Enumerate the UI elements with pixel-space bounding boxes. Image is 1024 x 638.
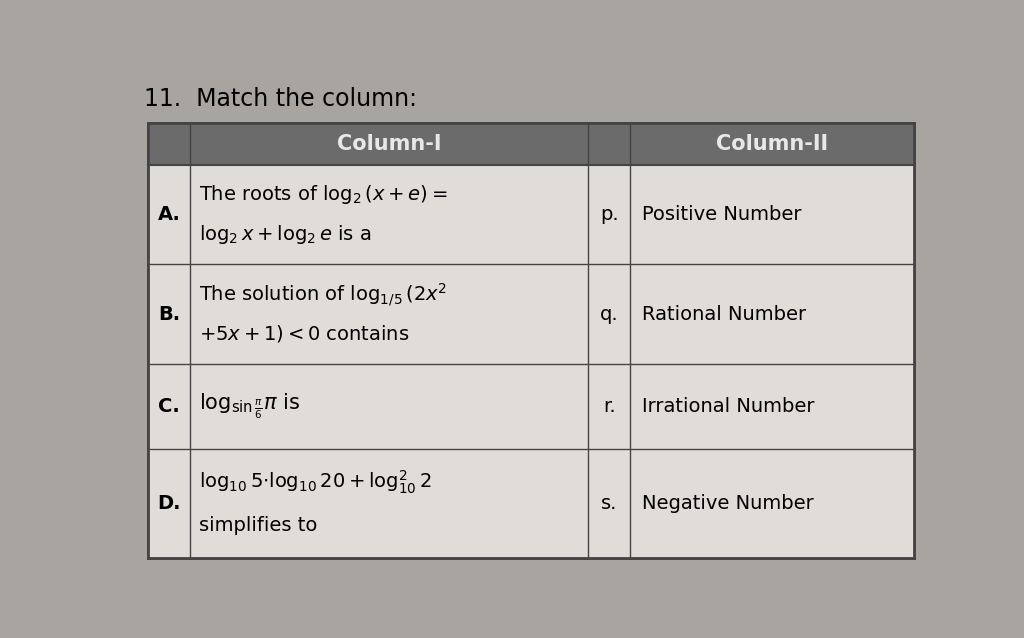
Text: 11.  Match the column:: 11. Match the column: [143, 87, 417, 110]
Text: B.: B. [158, 304, 180, 323]
Bar [147, 123, 913, 165]
Text: Rational Number: Rational Number [642, 304, 806, 323]
Bar [147, 449, 913, 558]
Text: D.: D. [157, 494, 180, 513]
Bar [147, 123, 913, 558]
Text: C.: C. [158, 397, 180, 416]
Text: Column-II: Column-II [716, 134, 828, 154]
Text: q.: q. [600, 304, 618, 323]
Text: A.: A. [158, 205, 180, 224]
Bar [147, 364, 913, 449]
Text: r.: r. [603, 397, 615, 416]
Text: $\log_{10}5{\cdot}\log_{10}20 + \log_{10}^2 2$: $\log_{10}5{\cdot}\log_{10}20 + \log_{10… [200, 468, 432, 496]
Text: p.: p. [600, 205, 618, 224]
Text: simplifies to: simplifies to [200, 516, 317, 535]
Text: Positive Number: Positive Number [642, 205, 802, 224]
Bar [147, 264, 913, 364]
Text: $+5x+1)<0$ contains: $+5x+1)<0$ contains [200, 323, 410, 345]
Text: $\log_2 x + \log_2 e$ is a: $\log_2 x + \log_2 e$ is a [200, 223, 372, 246]
Text: Irrational Number: Irrational Number [642, 397, 815, 416]
Text: The roots of $\log_2(x +e) = $: The roots of $\log_2(x +e) = $ [200, 183, 449, 206]
Text: Negative Number: Negative Number [642, 494, 814, 513]
Text: The solution of $\log_{1/5}(2x^2$: The solution of $\log_{1/5}(2x^2$ [200, 281, 447, 308]
Text: s.: s. [601, 494, 617, 513]
Text: $\log_{\sin\frac{\pi}{6}} \pi$ is: $\log_{\sin\frac{\pi}{6}} \pi$ is [200, 392, 301, 421]
Text: Column-I: Column-I [337, 134, 441, 154]
Bar [147, 165, 913, 264]
